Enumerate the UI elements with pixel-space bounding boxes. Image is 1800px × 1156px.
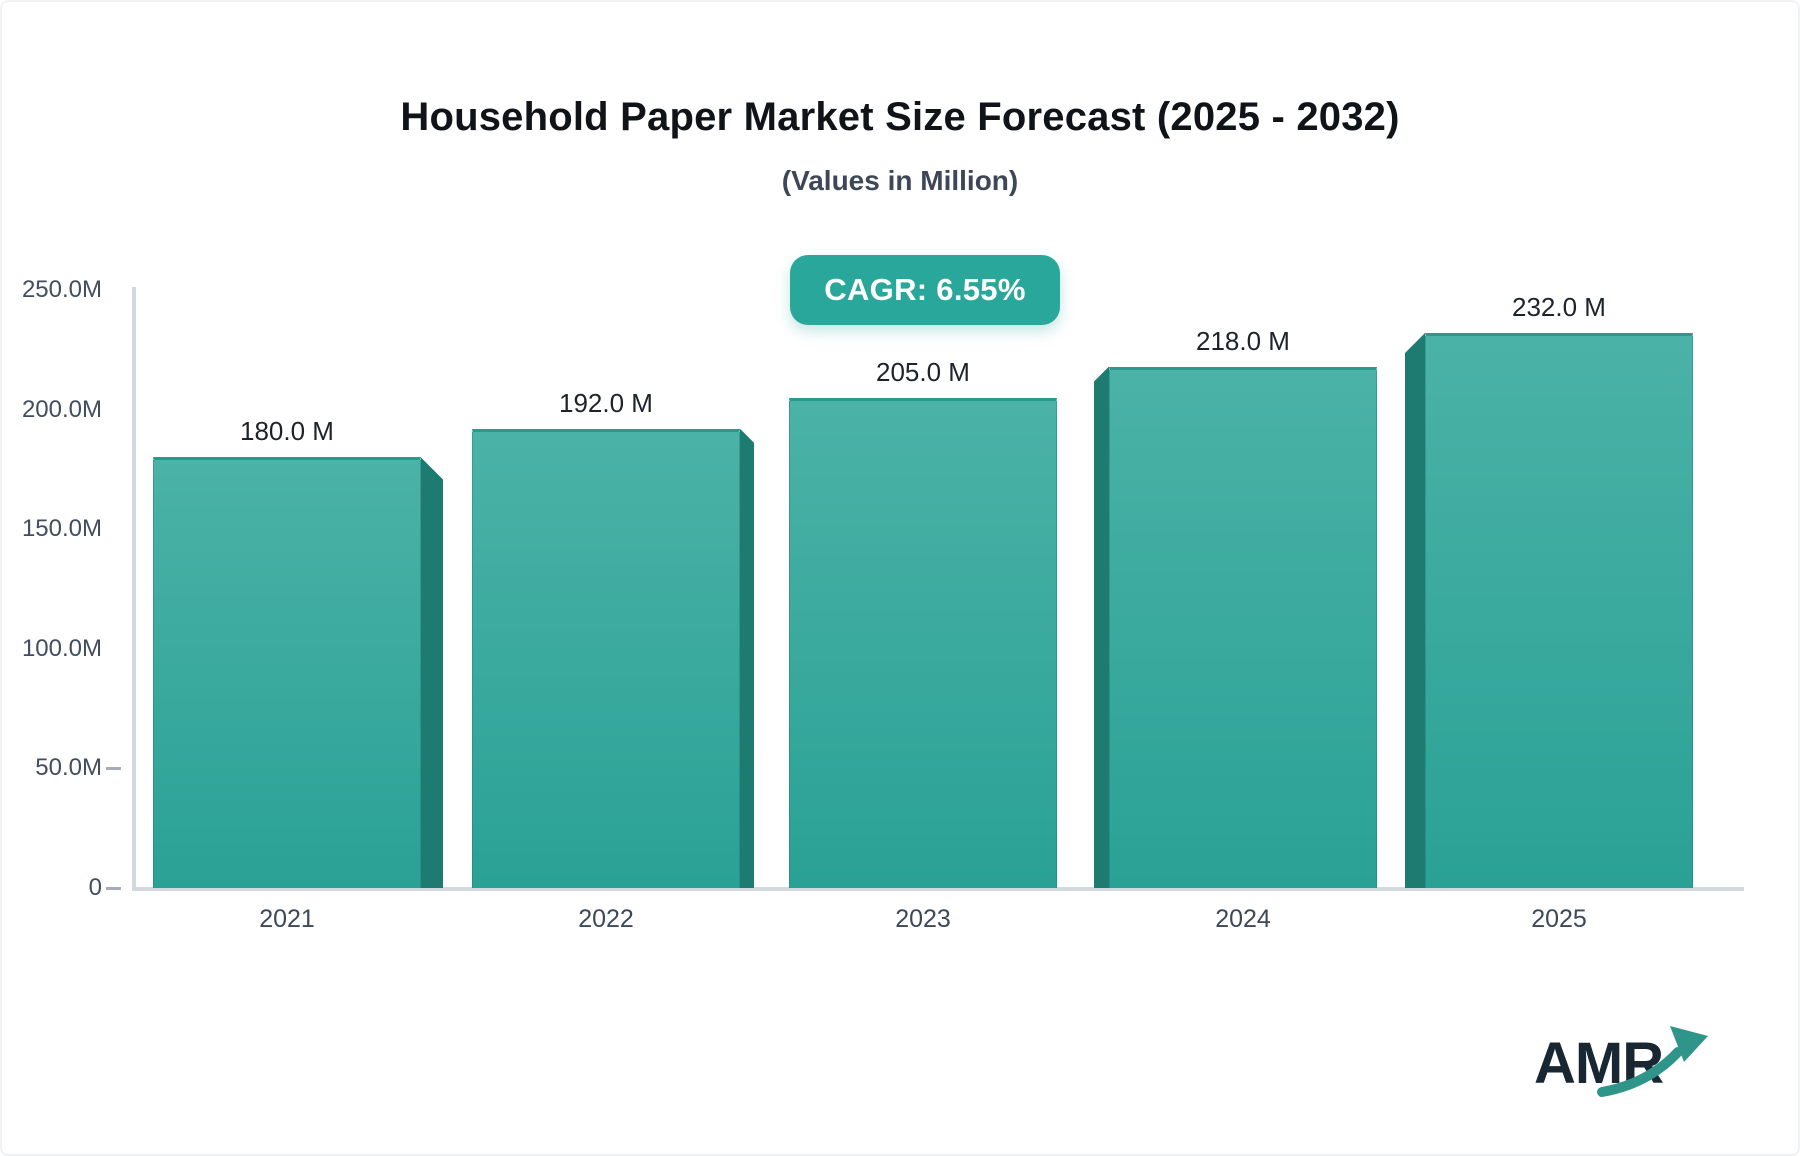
bar-value-label: 205.0 M xyxy=(876,356,970,387)
y-tick-label: 50.0M xyxy=(35,754,102,782)
y-tick-dash xyxy=(106,887,121,890)
logo-growth-arrow-icon xyxy=(1597,1026,1708,1097)
bar-2022 xyxy=(472,428,740,888)
bar-value-label: 232.0 M xyxy=(1512,292,1606,323)
bar-3d-side xyxy=(1405,333,1425,888)
bar-2021 xyxy=(153,457,421,888)
cagr-badge-label: CAGR: 6.55% xyxy=(824,272,1026,307)
bar-value-label: 180.0 M xyxy=(240,416,334,447)
x-tick-label: 2025 xyxy=(1531,905,1587,933)
bar-2024 xyxy=(1109,366,1377,888)
amr-logo: AMR xyxy=(1534,1026,1734,1105)
bar-2025 xyxy=(1425,333,1693,888)
bar-3d-side xyxy=(1094,366,1109,888)
chart-subtitle: (Values in Million) xyxy=(781,165,1019,196)
bar-3d-side xyxy=(740,428,754,888)
cagr-badge: CAGR: 6.55% xyxy=(790,255,1060,325)
bar-2023 xyxy=(789,397,1057,888)
bar-3d-side xyxy=(421,457,443,888)
y-tick-label: 100.0M xyxy=(21,634,102,662)
y-tick-label: 150.0M xyxy=(21,515,102,543)
bar-value-label: 218.0 M xyxy=(1196,325,1290,356)
y-tick-label: 200.0M xyxy=(21,395,102,423)
chart-title: Household Paper Market Size Forecast (20… xyxy=(400,95,1400,139)
x-tick-label: 2024 xyxy=(1215,905,1271,933)
bar-value-label: 192.0 M xyxy=(559,387,653,418)
y-axis-line xyxy=(132,287,136,891)
amr-logo-text: AMR xyxy=(1534,1031,1664,1096)
x-tick-label: 2022 xyxy=(578,905,634,933)
y-tick-label: 250.0M xyxy=(21,276,102,303)
y-tick-dash xyxy=(106,767,121,771)
x-tick-label: 2021 xyxy=(259,905,315,933)
y-tick-label: 0 xyxy=(88,874,102,901)
x-tick-label: 2023 xyxy=(895,905,951,933)
x-axis-baseline xyxy=(132,887,1744,891)
